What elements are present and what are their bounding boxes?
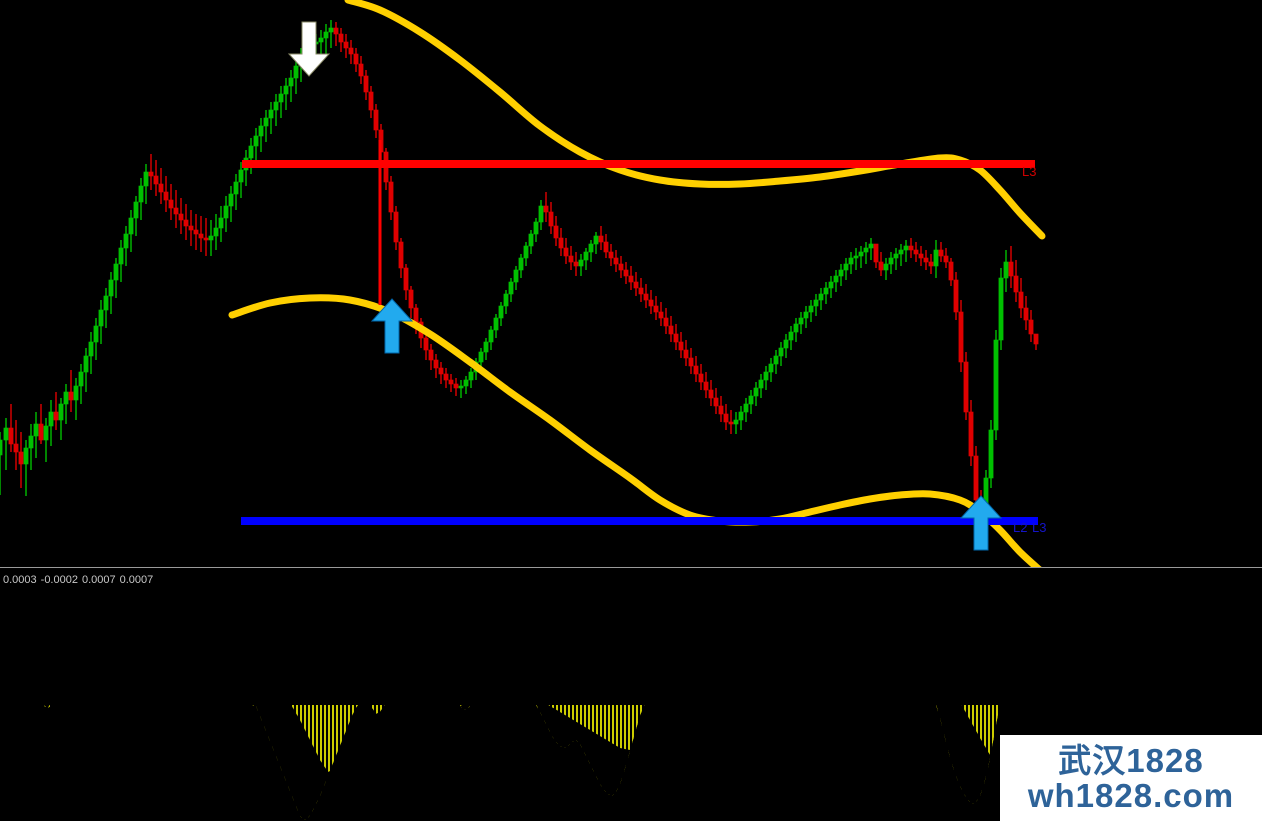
indicator-value-3: 0.0007 bbox=[119, 574, 154, 586]
watermark-line-1: 武汉1828 bbox=[1058, 742, 1204, 779]
watermark-line-2: wh1828.com bbox=[1027, 777, 1235, 814]
signal-arrows[interactable] bbox=[287, 21, 1003, 551]
candlestick-series bbox=[0, 20, 1039, 514]
price-chart-pane[interactable]: L3 L2 L3 bbox=[0, 0, 1262, 567]
indicator-canvas[interactable] bbox=[0, 585, 1262, 821]
support-level-label-2: L3 bbox=[1032, 520, 1047, 535]
support-level-label-1: L2 bbox=[1013, 520, 1028, 535]
indicator-value-1: -0.0002 bbox=[40, 574, 78, 586]
indicator-value-2: 0.0007 bbox=[81, 574, 116, 586]
histogram-outline bbox=[0, 592, 1040, 820]
watermark-overlay: 武汉1828 wh1828.com bbox=[1000, 735, 1262, 821]
price-chart-canvas[interactable] bbox=[0, 0, 1262, 567]
histogram-negative-area bbox=[0, 705, 1040, 820]
resistance-level-label: L3 bbox=[1022, 164, 1037, 179]
signal-band-fill bbox=[0, 592, 1040, 820]
indicator-value-readout: 0.0003 -0.0002 0.0007 0.0007 bbox=[3, 574, 157, 586]
indicator-value-0: 0.0003 bbox=[3, 574, 37, 586]
horizontal-level-lines[interactable] bbox=[241, 160, 1038, 525]
